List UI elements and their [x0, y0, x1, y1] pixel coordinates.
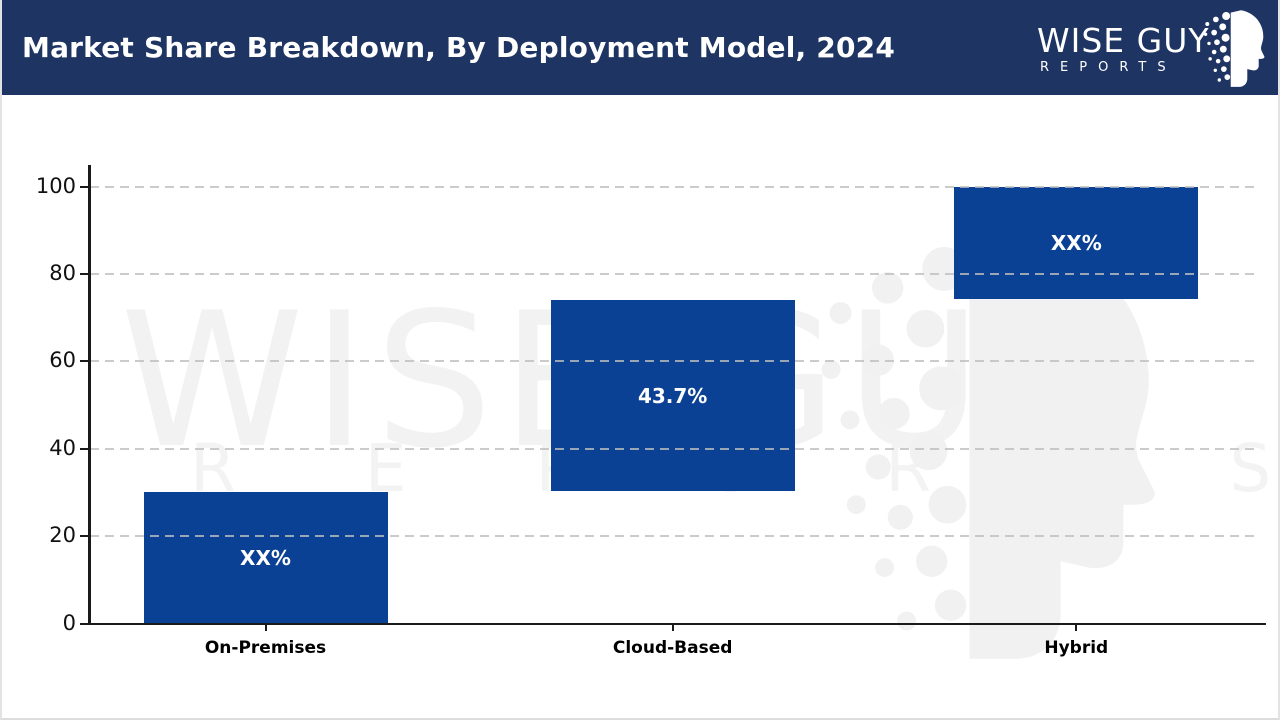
gridline-80 [90, 272, 1260, 275]
bar-value-label: XX% [1050, 230, 1102, 255]
gridline-60 [90, 360, 1260, 363]
y-tick-100 [80, 185, 88, 188]
y-tick-0 [80, 622, 88, 625]
y-tick-label: 40 [49, 435, 76, 460]
x-tick-2 [1075, 625, 1078, 631]
logo-head-icon [1203, 10, 1264, 87]
bar-hybrid [954, 186, 1199, 299]
gridline-40 [90, 447, 1260, 450]
y-tick-40 [80, 447, 88, 450]
y-tick-label: 60 [49, 348, 76, 373]
y-tick-label: 80 [49, 260, 76, 285]
page-title: Market Share Breakdown, By Deployment Mo… [22, 31, 896, 64]
x-category-label: Cloud-Based [612, 638, 733, 658]
bar-cloud-based [550, 300, 795, 492]
y-tick-label: 0 [62, 610, 76, 635]
y-tick-80 [80, 272, 88, 275]
y-tick-label: 100 [35, 173, 76, 198]
x-axis-spine [88, 622, 1266, 625]
x-category-label: Hybrid [1044, 638, 1109, 658]
gridline-100 [90, 185, 1260, 188]
x-tick-1 [671, 625, 674, 631]
logo-subtitle: REPORTS [1040, 59, 1177, 75]
logo-text: WISE GUY REPORTS [1037, 20, 1210, 75]
x-tick-0 [264, 625, 267, 631]
x-category-label: On-Premises [204, 638, 327, 658]
y-tick-60 [80, 360, 88, 363]
y-tick-20 [80, 535, 88, 538]
y-tick-label: 20 [49, 523, 76, 548]
gridline-20 [90, 535, 1260, 538]
y-axis-spine [88, 165, 91, 624]
wiseguy-logo: WISE GUY REPORTS [1037, 6, 1272, 90]
header: Market Share Breakdown, By Deployment Mo… [2, 0, 1278, 95]
bar-value-label: 43.7% [637, 383, 708, 408]
logo-wordmark: WISE GUY [1037, 20, 1210, 60]
bar-value-label: XX% [240, 545, 291, 570]
bar-on-premises [143, 491, 388, 624]
